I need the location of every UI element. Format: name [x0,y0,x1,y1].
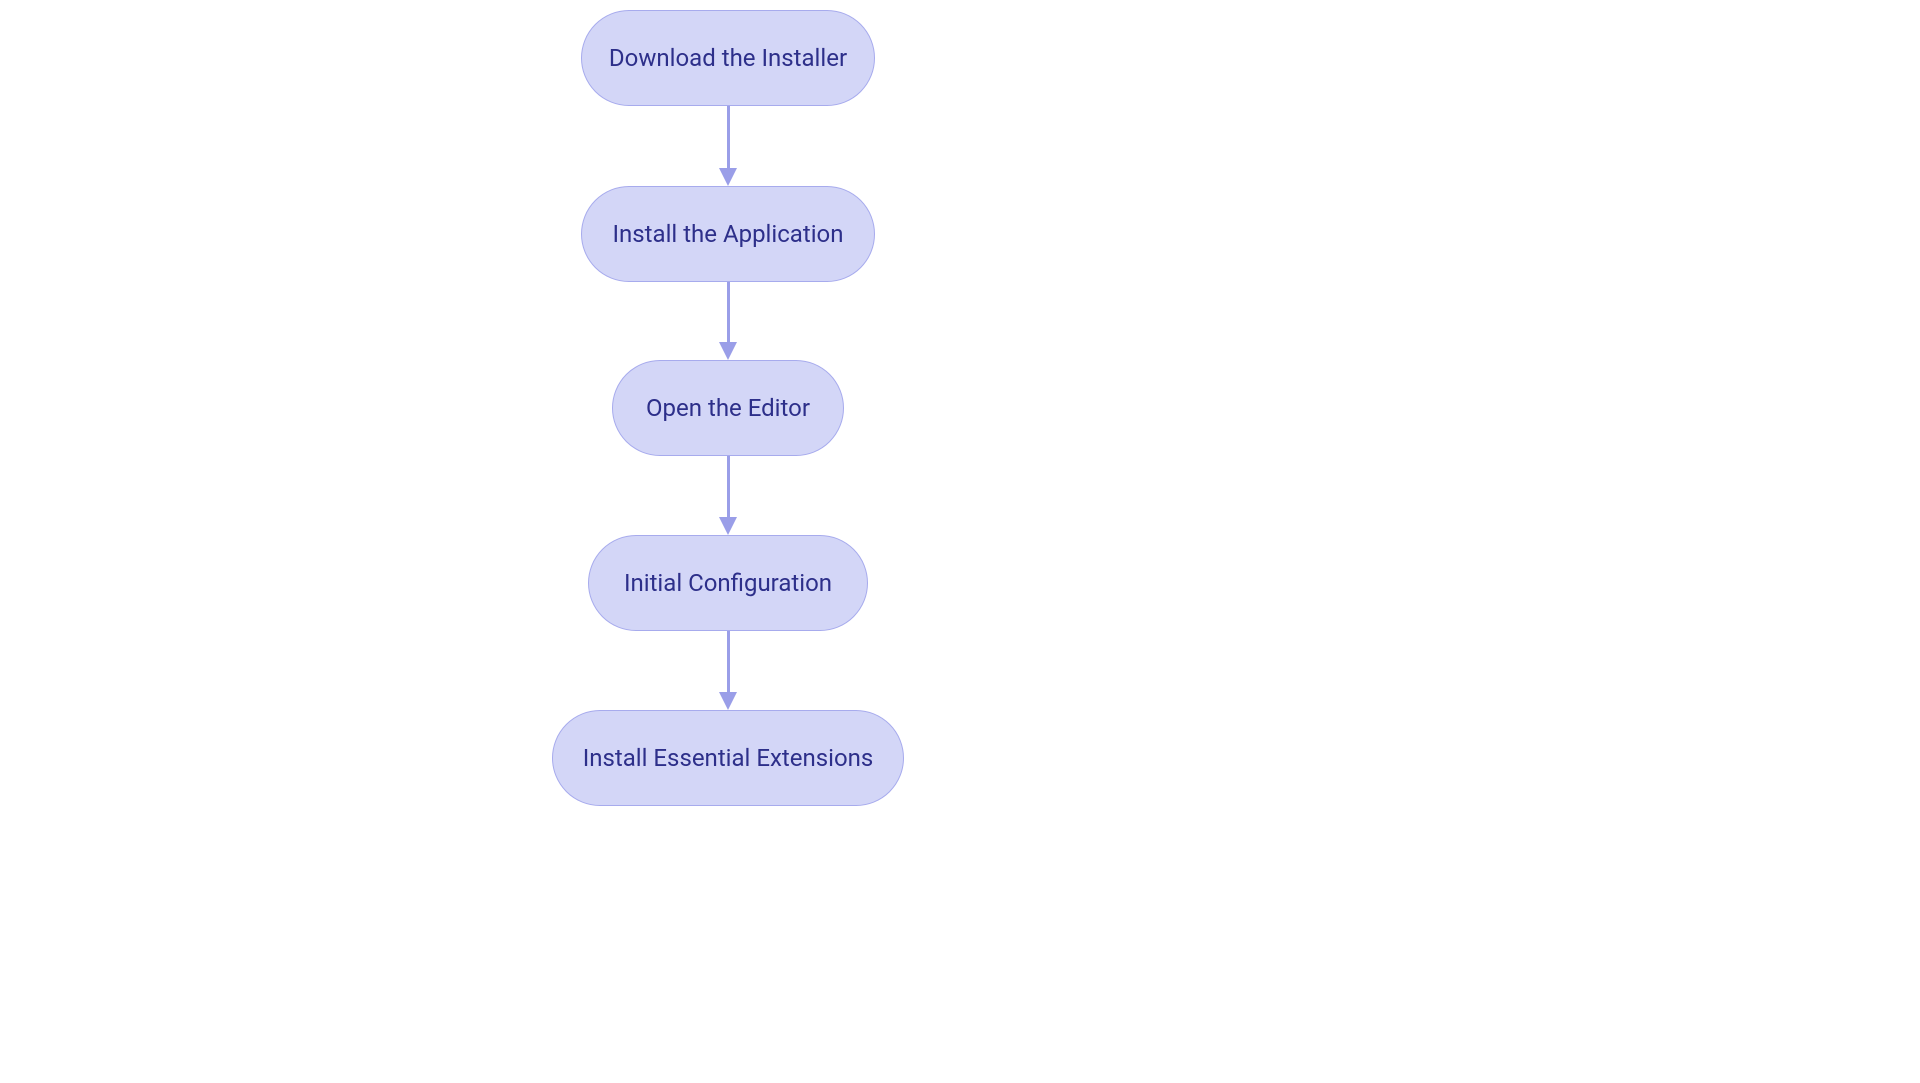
flow-edge-arrowhead [719,692,737,710]
flow-node-n2: Install the Application [581,186,875,282]
flow-node-label: Install Essential Extensions [583,744,874,772]
flow-node-label: Install the Application [613,220,844,248]
flow-edge-shaft [727,282,730,342]
flow-node-n4: Initial Configuration [588,535,868,631]
flow-node-n3: Open the Editor [612,360,844,456]
flow-node-n5: Install Essential Extensions [552,710,904,806]
flowchart-canvas: Download the Installer Install the Applic… [0,0,1920,1083]
flow-node-label: Open the Editor [646,394,810,422]
flow-edge-shaft [727,106,730,168]
flow-edge-shaft [727,456,730,517]
flow-edge-shaft [727,631,730,692]
flow-node-label: Download the Installer [609,44,847,72]
flow-edge-arrowhead [719,168,737,186]
flow-node-label: Initial Configuration [624,569,832,597]
flow-edge-arrowhead [719,342,737,360]
flow-node-n1: Download the Installer [581,10,875,106]
flow-edge-arrowhead [719,517,737,535]
